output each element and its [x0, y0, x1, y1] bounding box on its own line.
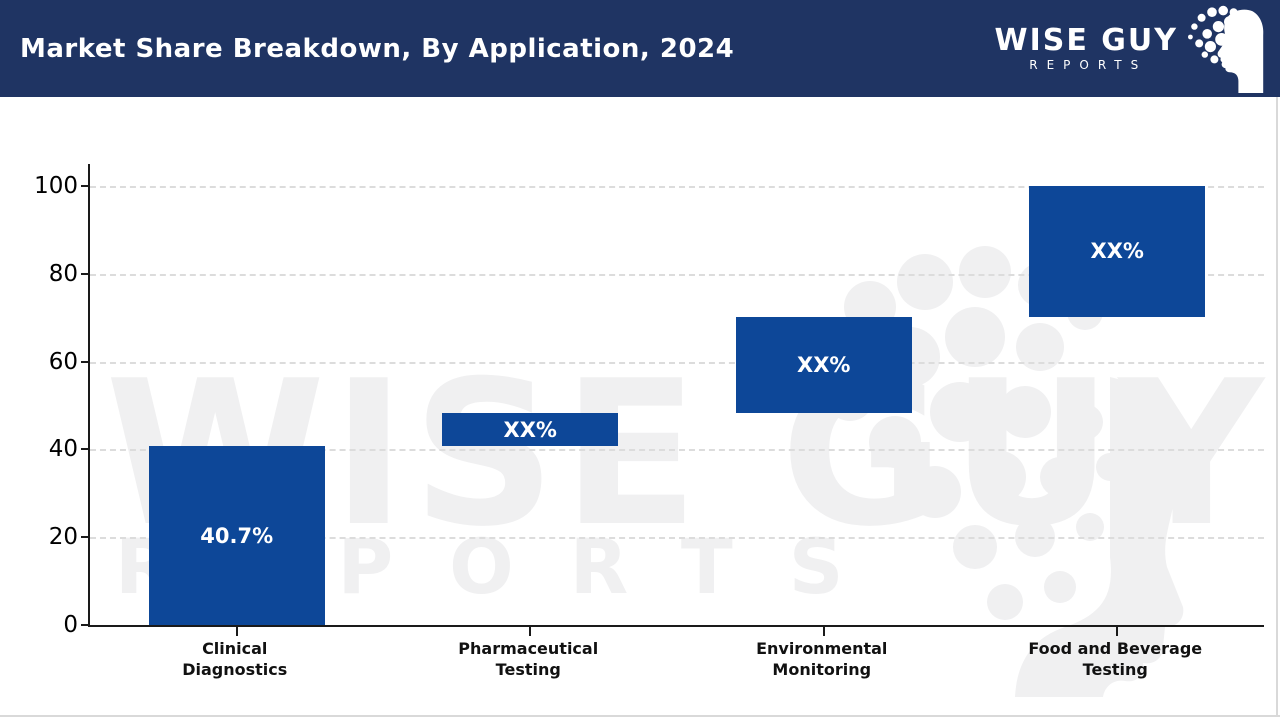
x-tick-mark	[235, 627, 238, 636]
gridline-60	[90, 361, 1264, 364]
x-category-label: Environmental Monitoring	[756, 639, 888, 679]
y-axis: 0 20 40 60 80 100	[0, 164, 78, 638]
bar-segment: XX%	[442, 413, 619, 447]
y-tick-label-80: 80	[48, 260, 78, 287]
y-tick-mark-60	[81, 360, 90, 363]
bar-value-label: XX%	[797, 353, 851, 378]
gridline-80	[90, 273, 1264, 276]
page-title: Market Share Breakdown, By Application, …	[20, 33, 735, 64]
header-bar: Market Share Breakdown, By Application, …	[0, 0, 1280, 97]
y-tick-mark-80	[81, 272, 90, 275]
plot-area: 40.7% XX% XX% XX%	[81, 164, 1264, 636]
x-category-label: Food and Beverage Testing	[1028, 639, 1203, 679]
bar-segment: 40.7%	[148, 446, 325, 625]
brand-logo: WISE GUY REPORTS	[994, 5, 1280, 93]
gridline-40	[90, 449, 1264, 452]
y-tick-mark-0	[81, 624, 90, 626]
x-tick-mark	[1116, 627, 1119, 636]
y-tick-mark-20	[81, 536, 90, 539]
brand-name: WISE GUY	[994, 22, 1178, 58]
bar-value-label: XX%	[1090, 239, 1144, 264]
y-tick-mark-100	[81, 184, 90, 187]
page-bottom-rule	[0, 715, 1280, 717]
page-right-rule	[1276, 97, 1278, 717]
brand-logo-text: WISE GUY REPORTS	[994, 22, 1178, 72]
bar-segment: XX%	[735, 316, 912, 414]
bar-value-label: 40.7%	[200, 523, 274, 548]
x-tick-mark	[822, 627, 825, 636]
y-tick-label-20: 20	[48, 524, 78, 551]
y-tick-label-60: 60	[48, 348, 78, 375]
x-category-label: Pharmaceutical Testing	[458, 639, 599, 679]
y-tick-label-0: 0	[63, 612, 78, 638]
y-tick-label-40: 40	[48, 436, 78, 463]
bar-segment: XX%	[1029, 185, 1206, 317]
gridline-100	[90, 185, 1264, 188]
gridline-20	[90, 537, 1264, 540]
x-tick-mark	[529, 627, 532, 636]
x-axis: Clinical Diagnostics Pharmaceutical Testing…	[88, 638, 1262, 698]
brand-subtitle: REPORTS	[1029, 57, 1148, 72]
x-category-label: Clinical Diagnostics	[182, 639, 288, 679]
brand-head-icon	[1188, 5, 1264, 93]
bar-value-label: XX%	[503, 417, 557, 442]
y-tick-mark-40	[81, 448, 90, 451]
y-tick-label-100: 100	[34, 172, 78, 199]
